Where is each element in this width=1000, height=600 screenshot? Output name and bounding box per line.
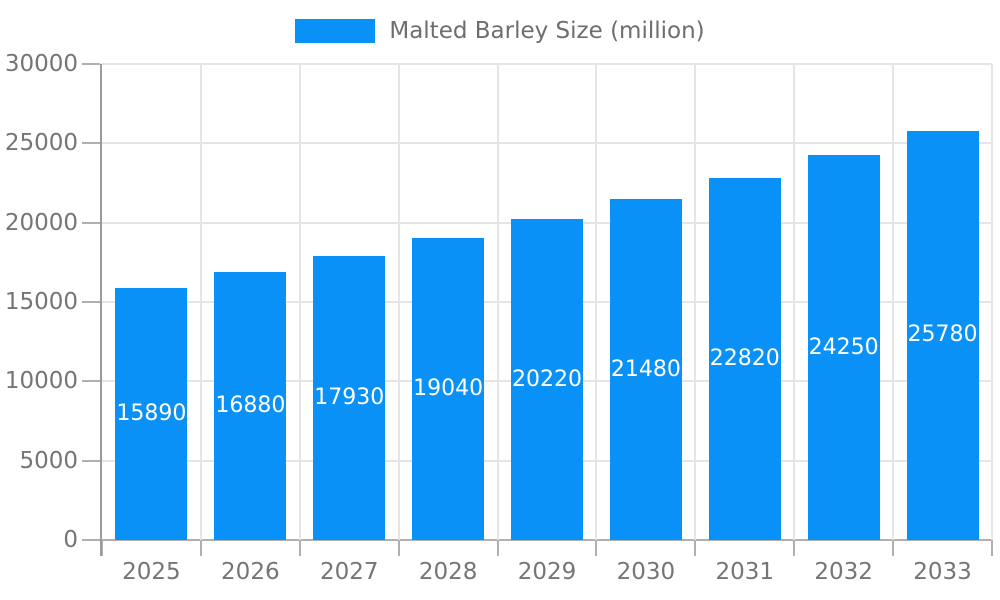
y-axis-tick [82,63,100,65]
x-axis-tick [199,540,202,556]
y-axis-tick [82,539,100,541]
x-axis-label: 2026 [221,559,280,585]
bar-value-label: 16880 [215,393,286,419]
bar-value-label: 24250 [808,334,879,360]
gridline-vertical [694,64,697,540]
y-axis-tick [82,301,100,303]
bar-value-label: 22820 [709,345,780,371]
y-axis-tick [82,142,100,145]
bar-2029[interactable] [511,219,583,540]
bar-2025[interactable] [115,287,188,540]
x-axis-label: 2033 [913,559,972,585]
bar-value-label: 21480 [610,356,681,382]
gridline-vertical [199,64,202,540]
gridline-vertical [991,64,993,540]
bar-value-label: 20220 [512,366,582,392]
y-axis-label: 10000 [4,368,78,395]
x-axis-label: 2031 [715,559,775,585]
x-axis-baseline [102,539,992,541]
bar-2028[interactable] [412,237,485,540]
legend-label: Malted Barley Size (million) [389,18,705,44]
y-axis-tick [82,380,100,383]
plot-area: 0 5000 10000 15000 20000 25000 30000 15890 2025 1… [5,51,993,585]
x-axis-tick [694,540,697,556]
legend-swatch[interactable] [295,19,376,43]
y-axis-tick [82,459,100,462]
x-axis-label: 2030 [616,559,676,585]
x-axis-label: 2027 [319,559,379,585]
gridline-vertical [496,64,499,540]
bar-value-label: 15890 [116,400,187,426]
y-axis-label: 0 [63,527,78,553]
gridline-horizontal [102,63,992,65]
x-axis-tick [496,540,499,556]
bar-value-label: 17930 [314,384,385,410]
bar-2033[interactable] [906,130,979,540]
x-axis-tick [892,540,895,556]
bar-2032[interactable] [807,155,880,540]
bar-2030[interactable] [609,199,682,540]
gridline-vertical [595,64,598,540]
x-axis-tick [991,540,993,556]
y-axis-line [100,64,102,556]
x-axis-label: 2032 [814,559,873,585]
y-axis-label: 20000 [4,209,78,236]
gridline-vertical [892,64,895,540]
x-axis-label: 2025 [122,559,181,585]
gridline-vertical [397,64,400,540]
legend[interactable]: Malted Barley Size (million) [0,17,1000,45]
bar-value-label: 19040 [413,375,484,401]
x-axis-tick [298,540,301,556]
bar-2031[interactable] [708,177,781,540]
x-axis-label: 2029 [517,559,577,585]
y-axis-label: 25000 [4,130,78,157]
bar-2026[interactable] [214,272,287,540]
bar-2027[interactable] [313,255,386,540]
x-axis-label: 2028 [418,559,478,585]
gridline-vertical [298,64,301,540]
x-axis-tick [397,540,400,556]
x-axis-tick [793,540,796,556]
y-axis-label: 30000 [4,51,78,77]
x-axis-tick [595,540,598,556]
bar-value-label: 25780 [907,322,978,348]
gridline-horizontal [102,142,992,145]
gridline-vertical [793,64,796,540]
x-axis-tick [101,540,103,556]
y-axis-tick [82,221,100,224]
y-axis-label: 15000 [4,289,78,315]
y-axis-label: 5000 [19,447,78,474]
